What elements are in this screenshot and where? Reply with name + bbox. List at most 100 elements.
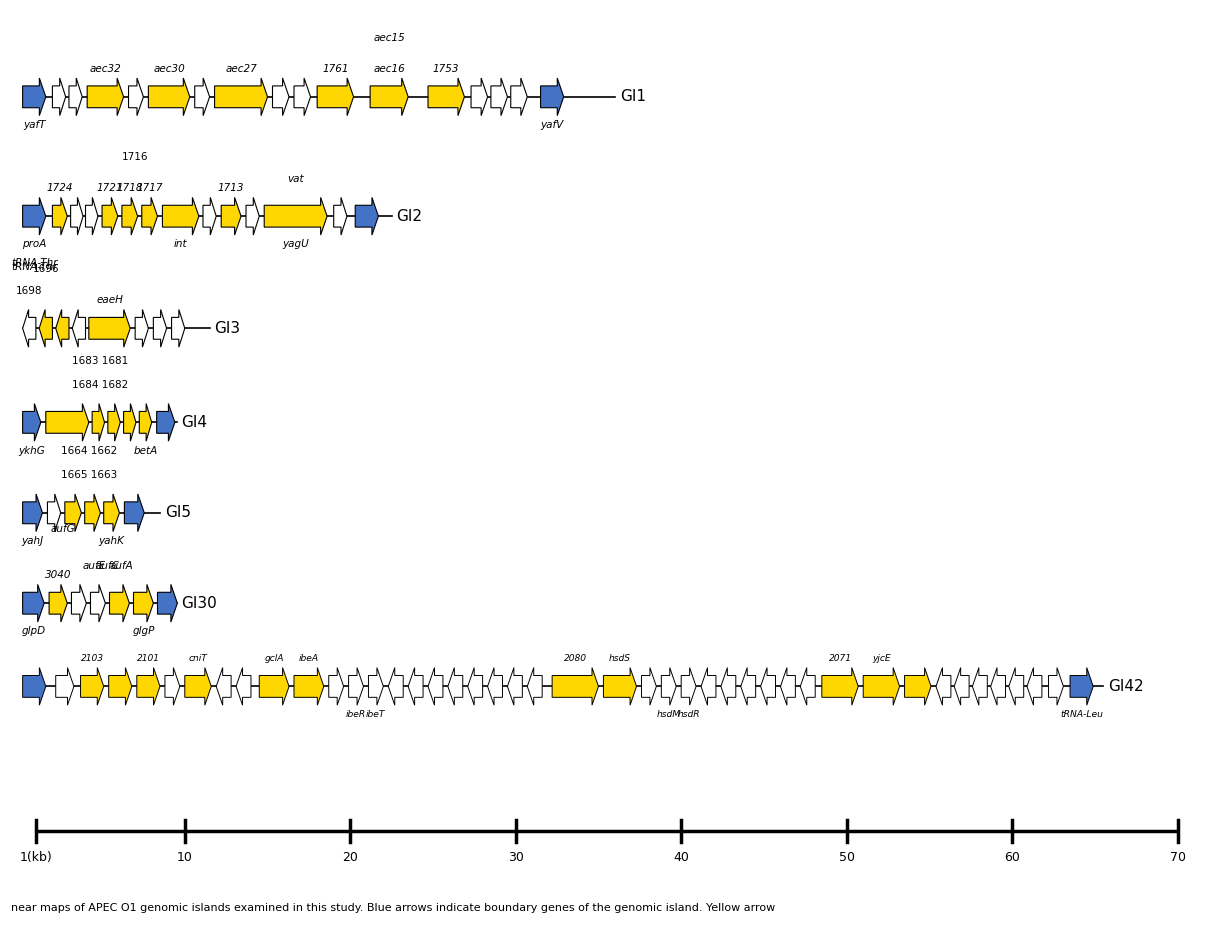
Polygon shape <box>487 668 503 705</box>
Polygon shape <box>171 309 184 347</box>
Text: hsdS: hsdS <box>609 655 631 663</box>
Text: 1753: 1753 <box>433 63 460 74</box>
Text: GI2: GI2 <box>396 209 423 223</box>
Text: 50: 50 <box>839 851 855 865</box>
Polygon shape <box>22 668 46 705</box>
Polygon shape <box>294 78 310 115</box>
Text: yahJ: yahJ <box>21 536 43 546</box>
Polygon shape <box>109 585 129 622</box>
Text: 2101: 2101 <box>137 655 160 663</box>
Polygon shape <box>22 585 44 622</box>
Polygon shape <box>954 668 969 705</box>
Polygon shape <box>22 404 41 441</box>
Text: tRNA-Leu: tRNA-Leu <box>1060 710 1103 719</box>
Polygon shape <box>22 494 43 532</box>
Polygon shape <box>333 198 347 235</box>
Text: aufE: aufE <box>82 561 106 570</box>
Polygon shape <box>221 198 241 235</box>
Polygon shape <box>135 309 149 347</box>
Polygon shape <box>39 309 53 347</box>
Text: cniT: cniT <box>188 655 208 663</box>
Polygon shape <box>701 668 716 705</box>
Polygon shape <box>46 404 89 441</box>
Polygon shape <box>642 668 657 705</box>
Text: 1721: 1721 <box>97 183 123 193</box>
Polygon shape <box>139 404 151 441</box>
Polygon shape <box>184 668 212 705</box>
Text: 20: 20 <box>342 851 358 865</box>
Text: gclA: gclA <box>264 655 284 663</box>
Polygon shape <box>990 668 1005 705</box>
Polygon shape <box>448 668 462 705</box>
Polygon shape <box>165 668 180 705</box>
Polygon shape <box>70 198 84 235</box>
Text: aufA: aufA <box>109 561 134 570</box>
Polygon shape <box>203 198 216 235</box>
Polygon shape <box>137 668 160 705</box>
Polygon shape <box>370 78 408 115</box>
Polygon shape <box>1070 668 1093 705</box>
Polygon shape <box>149 78 189 115</box>
Polygon shape <box>236 668 251 705</box>
Text: 1684 1682: 1684 1682 <box>73 379 128 390</box>
Polygon shape <box>662 668 676 705</box>
Polygon shape <box>216 668 231 705</box>
Polygon shape <box>328 668 343 705</box>
Polygon shape <box>246 198 260 235</box>
Polygon shape <box>317 78 353 115</box>
Text: GI4: GI4 <box>182 415 208 429</box>
Text: glpD: glpD <box>21 626 46 637</box>
Text: GI5: GI5 <box>165 505 191 520</box>
Text: 2071: 2071 <box>829 655 851 663</box>
Text: 1698: 1698 <box>16 286 43 296</box>
Text: 1717: 1717 <box>137 183 162 193</box>
Polygon shape <box>1009 668 1023 705</box>
Polygon shape <box>428 668 443 705</box>
Polygon shape <box>214 78 267 115</box>
Polygon shape <box>123 404 137 441</box>
Polygon shape <box>154 309 166 347</box>
Text: aec27: aec27 <box>225 63 257 74</box>
Polygon shape <box>86 198 98 235</box>
Text: near maps of APEC O1 genomic islands examined in this study. Blue arrows indicat: near maps of APEC O1 genomic islands exa… <box>11 903 775 914</box>
Polygon shape <box>91 585 106 622</box>
Text: GI30: GI30 <box>182 596 218 611</box>
Text: aec16: aec16 <box>373 63 405 74</box>
Text: ibeR: ibeR <box>346 710 367 719</box>
Text: 1761: 1761 <box>322 63 348 74</box>
Polygon shape <box>53 198 68 235</box>
Polygon shape <box>260 668 289 705</box>
Polygon shape <box>162 198 199 235</box>
Text: ibeA: ibeA <box>299 655 319 663</box>
Polygon shape <box>528 668 542 705</box>
Polygon shape <box>141 198 157 235</box>
Text: aec15: aec15 <box>373 32 405 43</box>
Polygon shape <box>89 309 130 347</box>
Polygon shape <box>80 668 103 705</box>
Text: 70: 70 <box>1170 851 1186 865</box>
Text: 1664 1662: 1664 1662 <box>60 447 117 456</box>
Text: 60: 60 <box>1004 851 1020 865</box>
Text: yafV: yafV <box>540 120 563 130</box>
Text: aec32: aec32 <box>90 63 122 74</box>
Polygon shape <box>85 494 101 532</box>
Polygon shape <box>55 309 69 347</box>
Polygon shape <box>508 668 523 705</box>
Text: hsdM: hsdM <box>657 710 681 719</box>
Text: 1(kb): 1(kb) <box>20 851 52 865</box>
Polygon shape <box>471 78 487 115</box>
Polygon shape <box>108 404 121 441</box>
Text: glgP: glgP <box>133 626 155 637</box>
Polygon shape <box>355 198 379 235</box>
Text: 40: 40 <box>673 851 689 865</box>
Polygon shape <box>157 585 177 622</box>
Polygon shape <box>428 78 465 115</box>
Text: tRNA-Thr: tRNA-Thr <box>11 258 58 269</box>
Polygon shape <box>936 668 951 705</box>
Polygon shape <box>128 78 144 115</box>
Text: GI42: GI42 <box>1108 679 1144 694</box>
Polygon shape <box>760 668 775 705</box>
Polygon shape <box>92 404 105 441</box>
Text: 2103: 2103 <box>81 655 103 663</box>
Text: int: int <box>173 239 187 250</box>
